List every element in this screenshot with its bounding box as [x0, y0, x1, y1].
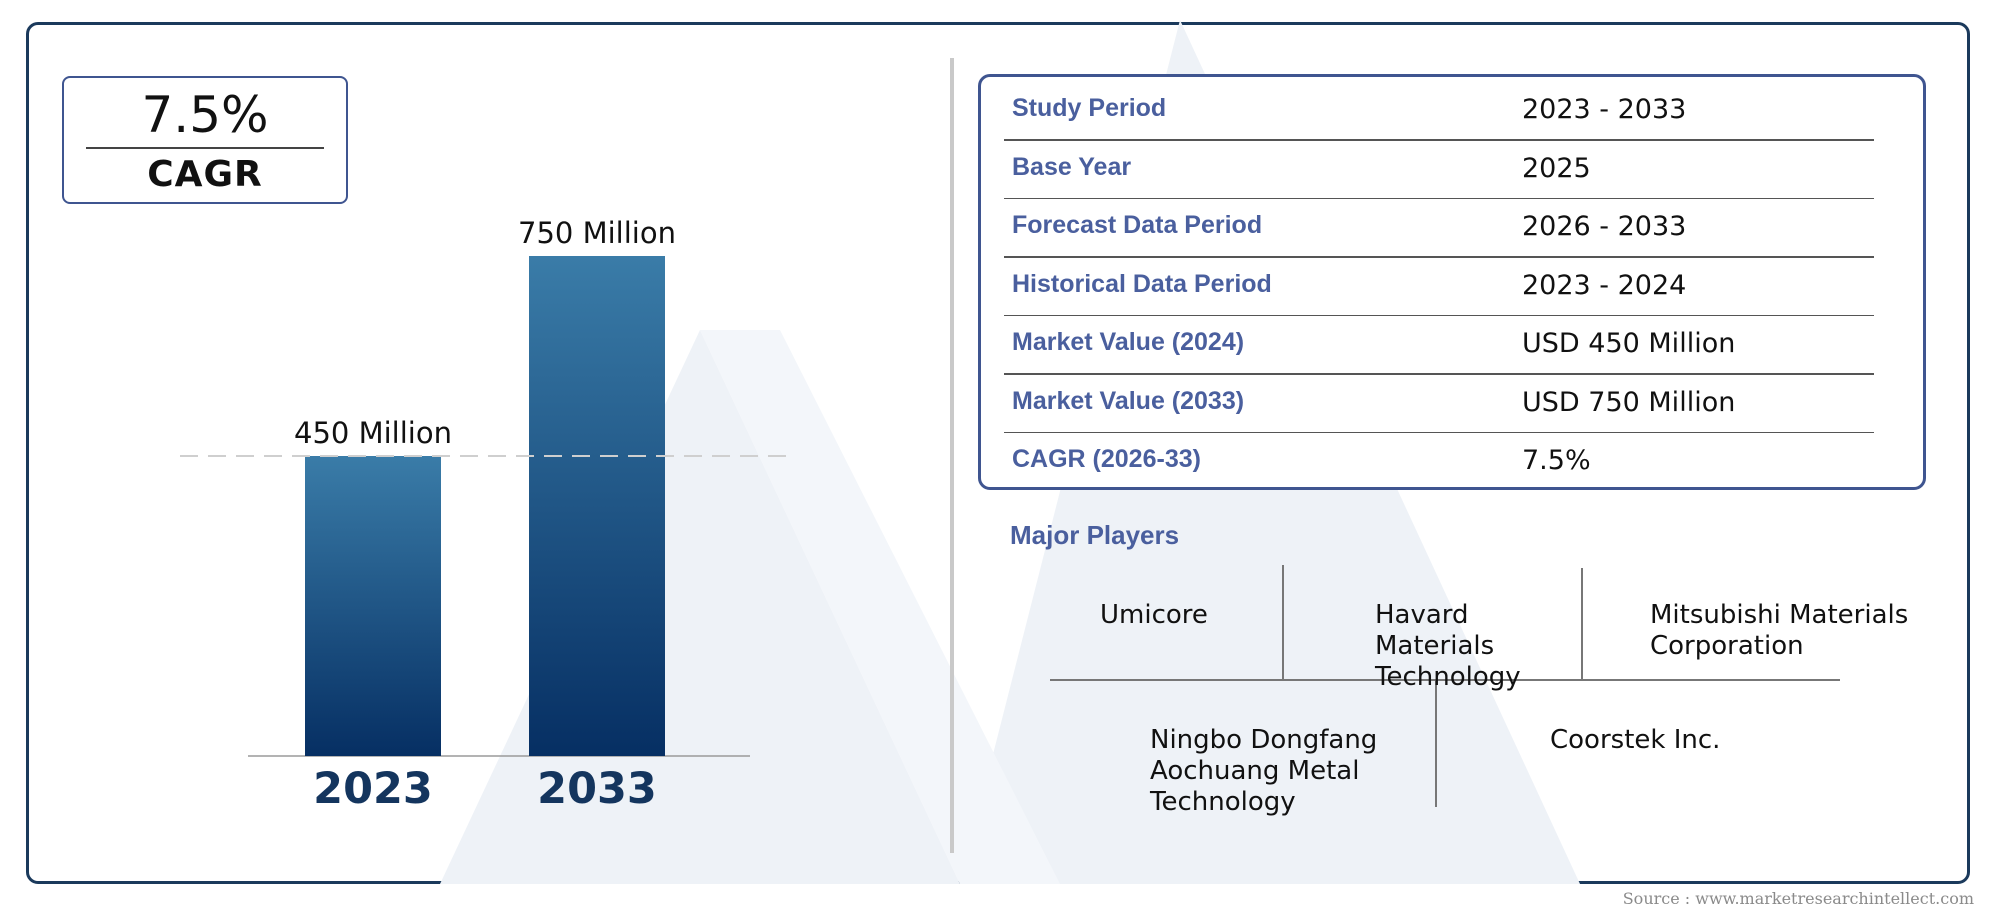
table-row-separator — [1004, 256, 1874, 258]
player-name: Mitsubishi Materials Corporation — [1650, 600, 1909, 661]
table-row-label: CAGR (2026-33) — [1012, 445, 1201, 473]
table-row-label: Forecast Data Period — [1012, 211, 1263, 239]
table-row-separator — [1004, 139, 1874, 141]
table-row: Market Value (2024) USD 450 Million — [1004, 328, 1874, 362]
table-row-value: USD 450 Million — [1522, 328, 1736, 359]
table-row-label: Study Period — [1012, 94, 1167, 122]
cagr-divider — [86, 147, 324, 149]
table-row-value: 2023 - 2033 — [1522, 94, 1687, 125]
table-row-separator — [1004, 431, 1874, 434]
player-name: Coorstek Inc. — [1550, 725, 1721, 755]
cagr-value: 7.5% — [141, 86, 269, 144]
table-row-separator — [1004, 314, 1874, 317]
category-label: 2033 — [537, 764, 657, 814]
table-row-separator — [1004, 197, 1874, 200]
bar-value-label: 750 Million — [518, 216, 676, 250]
major-players-title: Major Players — [1010, 520, 1180, 550]
bar-value-label: 450 Million — [294, 416, 452, 450]
bar-2033 — [529, 256, 665, 756]
player-name: Ningbo Dongfang Aochuang Metal Technolog… — [1150, 725, 1378, 817]
table-row: Forecast Data Period 2026 - 2033 — [1004, 211, 1874, 245]
table-row-label: Historical Data Period — [1012, 269, 1272, 298]
bar-2023 — [305, 456, 441, 756]
table-row-label: Market Value (2033) — [1012, 386, 1245, 415]
player-divider — [1581, 568, 1583, 679]
table-row-value: 7.5% — [1522, 445, 1591, 476]
table-row-value: 2023 - 2024 — [1522, 269, 1687, 301]
cagr-label: CAGR — [147, 154, 263, 195]
table-row: Study Period 2023 - 2033 — [1004, 94, 1874, 128]
table-row-label: Base Year — [1012, 152, 1132, 181]
bar-chart: 450 Million 2023 750 Million 2033 — [180, 216, 790, 814]
table-row-value: USD 750 Million — [1522, 386, 1736, 418]
cagr-badge: 7.5% CAGR — [62, 76, 348, 204]
market-summary-table — [978, 74, 1926, 490]
player-name: Havard Materials Technology — [1375, 600, 1521, 692]
player-row-divider — [1050, 679, 1840, 681]
table-row-value: 2026 - 2033 — [1522, 211, 1687, 242]
table-row-value: 2025 — [1522, 152, 1591, 184]
table-row: Market Value (2033) USD 750 Million — [1004, 387, 1874, 421]
player-divider — [1282, 565, 1284, 679]
panel-divider — [950, 58, 954, 853]
table-row: Base Year 2025 — [1004, 153, 1874, 187]
table-row-label: Market Value (2024) — [1012, 328, 1245, 356]
category-label: 2023 — [313, 764, 433, 814]
table-row: Historical Data Period 2023 - 2024 — [1004, 270, 1874, 304]
player-name: Umicore — [1100, 600, 1208, 630]
player-divider — [1435, 680, 1437, 807]
source-credit: Source : www.marketresearchintellect.com — [1622, 889, 1974, 908]
table-row-separator — [1004, 373, 1874, 375]
table-row: CAGR (2026-33) 7.5% — [1004, 445, 1874, 479]
